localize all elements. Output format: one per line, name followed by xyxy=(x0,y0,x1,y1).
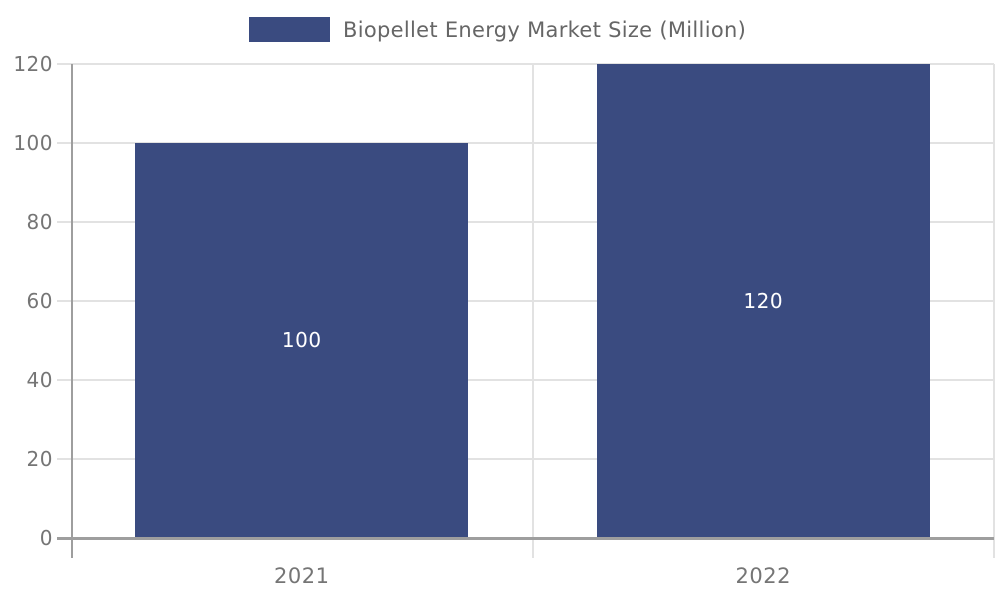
bar-value-label-2022: 120 xyxy=(743,288,784,313)
bar-2022 xyxy=(596,63,930,538)
gridline-y-20 xyxy=(57,457,994,460)
bar-2021 xyxy=(135,142,469,538)
legend-label: Biopellet Energy Market Size (Million) xyxy=(343,17,747,42)
y-axis-tick-label: 120 xyxy=(13,51,53,76)
y-axis-tick-label: 20 xyxy=(26,446,53,471)
legend-swatch xyxy=(249,17,330,42)
gridline-x-1 xyxy=(531,63,534,558)
y-axis-tick-label: 100 xyxy=(13,130,53,155)
y-axis-line xyxy=(71,63,73,558)
y-axis-tick-label: 80 xyxy=(26,209,53,234)
y-axis-tick-label: 40 xyxy=(26,367,53,392)
gridline-y-120 xyxy=(57,62,994,65)
gridline-x-2 xyxy=(993,63,995,558)
x-axis-tick-label-2022: 2022 xyxy=(735,564,791,588)
y-axis-tick-label: 60 xyxy=(26,288,53,313)
x-axis-tick-label-2021: 2021 xyxy=(274,564,330,588)
gridline-y-100 xyxy=(57,141,994,144)
gridline-y-60 xyxy=(57,299,994,302)
bar-value-label-2021: 100 xyxy=(281,328,322,353)
gridline-y-40 xyxy=(57,378,994,381)
legend: Biopellet Energy Market Size (Million) xyxy=(249,17,746,42)
gridline-y-80 xyxy=(57,220,994,223)
x-axis-line xyxy=(57,536,994,540)
y-axis-tick-label: 0 xyxy=(39,526,53,550)
